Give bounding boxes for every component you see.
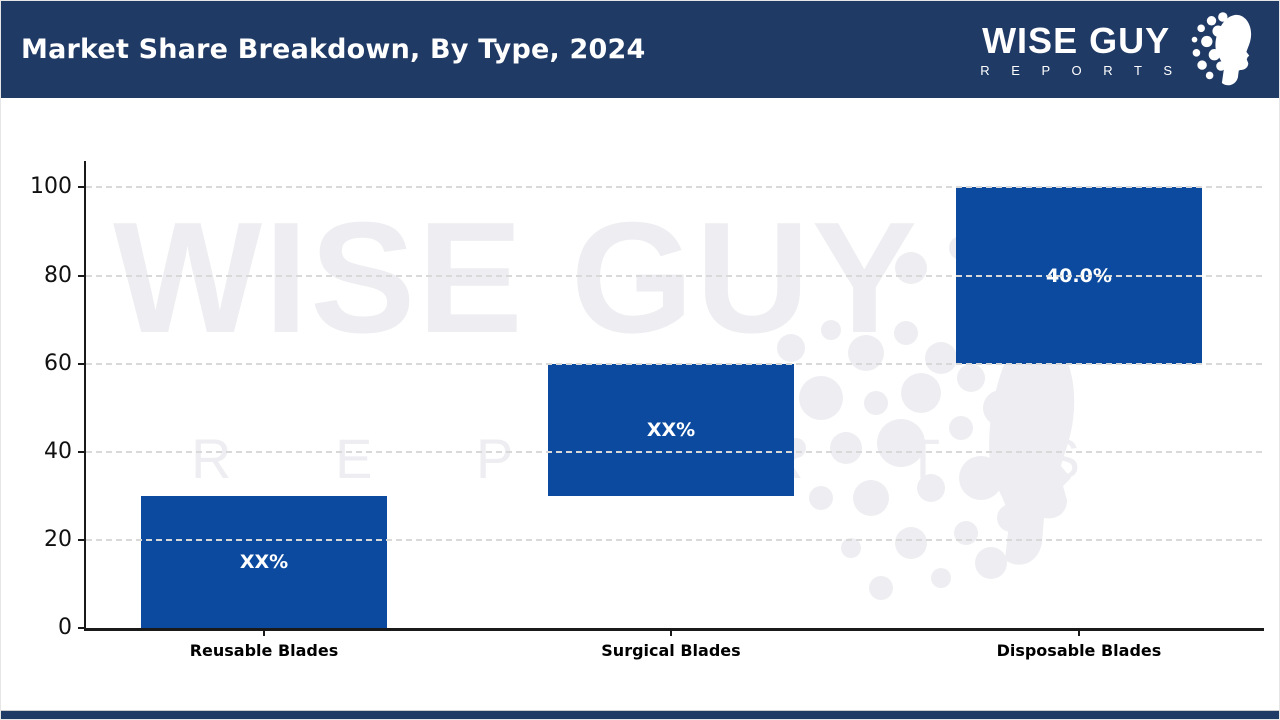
x-tick-mark-disposable-blades xyxy=(1077,628,1080,636)
watermark-line1: WISE GUY xyxy=(113,190,920,366)
x-category-label-reusable-blades: Reusable Blades xyxy=(189,641,339,660)
report-header: Market Share Breakdown, By Type, 2024 WI… xyxy=(1,1,1279,98)
y-tick-mark-40 xyxy=(78,450,86,453)
gridline-60 xyxy=(86,362,1264,365)
gridline-100 xyxy=(86,186,1264,189)
gridline-40 xyxy=(86,450,1264,453)
y-tick-label-80: 80 xyxy=(44,262,72,288)
logo-wordmark-line1: WISE GUY xyxy=(982,19,1171,61)
y-axis-line xyxy=(84,161,86,630)
logo-wordmark-line2: R E P O R T S xyxy=(980,62,1181,78)
wiseguy-logo: WISE GUY R E P O R T S xyxy=(971,9,1253,91)
gridline-80 xyxy=(86,274,1264,277)
y-tick-label-40: 40 xyxy=(44,438,72,464)
gridline-20 xyxy=(86,538,1264,541)
y-tick-label-100: 100 xyxy=(30,174,72,200)
footer-bar xyxy=(1,710,1279,719)
y-tick-mark-60 xyxy=(78,362,86,365)
bar-label-surgical-blades: XX% xyxy=(646,418,696,441)
logo-wordmark: WISE GUY R E P O R T S xyxy=(971,19,1181,78)
wiseguy-face-icon xyxy=(1191,11,1252,85)
x-category-label-surgical-blades: Surgical Blades xyxy=(601,641,741,660)
bar-reusable-blades: XX% xyxy=(140,495,388,628)
y-tick-label-0: 0 xyxy=(58,615,72,640)
bar-label-reusable-blades: XX% xyxy=(239,550,289,573)
chart-title: Market Share Breakdown, By Type, 2024 xyxy=(21,34,646,65)
x-category-label-disposable-blades: Disposable Blades xyxy=(996,641,1162,660)
y-tick-mark-80 xyxy=(78,274,86,277)
y-tick-mark-20 xyxy=(78,538,86,541)
x-tick-mark-surgical-blades xyxy=(669,628,672,636)
x-tick-mark-reusable-blades xyxy=(262,628,265,636)
x-axis-line xyxy=(84,628,1264,631)
y-tick-label-20: 20 xyxy=(44,526,72,552)
y-tick-mark-100 xyxy=(78,186,86,189)
y-tick-mark-0 xyxy=(78,627,86,629)
bar-surgical-blades: XX% xyxy=(547,363,795,496)
y-tick-label-60: 60 xyxy=(44,350,72,376)
